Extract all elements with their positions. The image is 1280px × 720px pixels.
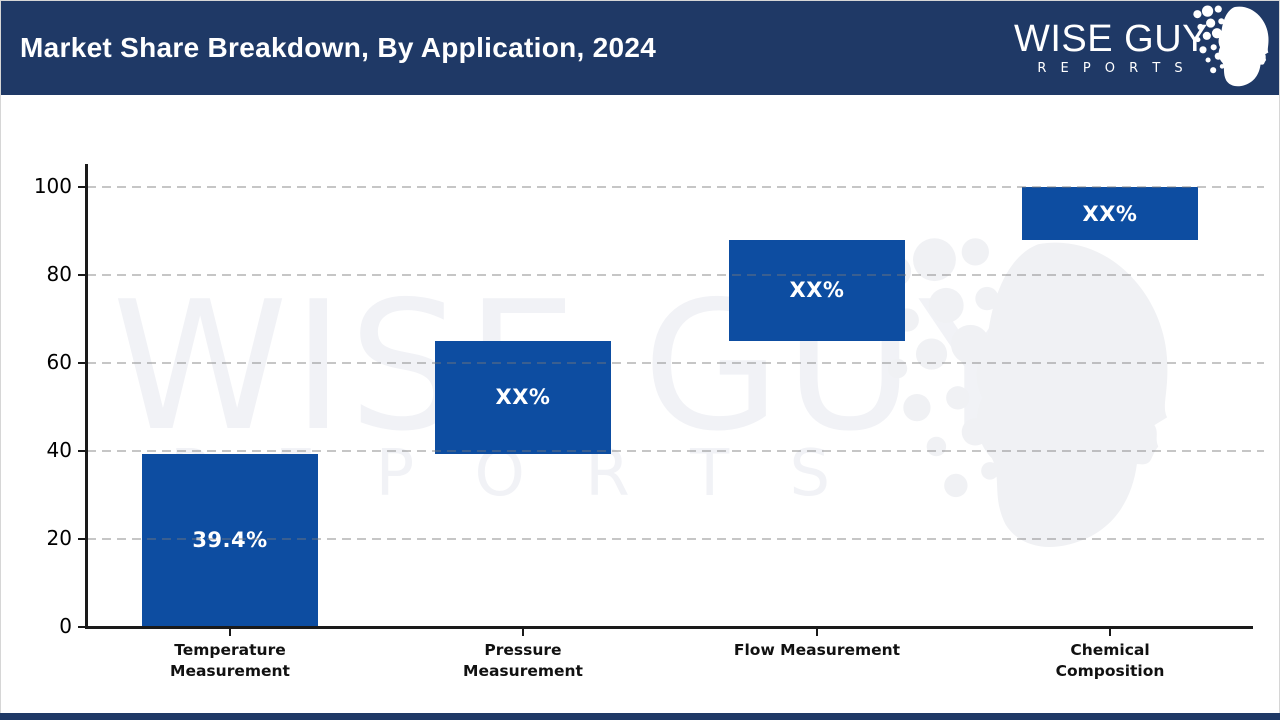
- gridline-80: [87, 274, 1264, 276]
- y-axis-line: [85, 164, 88, 629]
- x-tick-pressure: [522, 629, 524, 636]
- brand-name: WISE GUY: [1013, 17, 1208, 60]
- category-label-temperature-measurement: Temperature Measurement: [170, 641, 290, 681]
- bar-chemical-composition: XX%: [1022, 187, 1198, 241]
- gridline-60: [87, 362, 1264, 364]
- bar-temperature-measurement: 39.4%: [142, 453, 318, 627]
- bar-flow-measurement: XX%: [729, 240, 905, 341]
- bar-value-label: XX%: [495, 385, 551, 410]
- bar-value-label: 39.4%: [192, 528, 268, 553]
- brand-subtitle: R E P O R T S: [1037, 60, 1188, 76]
- gridline-40: [87, 450, 1264, 452]
- header: Market Share Breakdown, By Application, …: [0, 0, 1280, 95]
- wiseguy-face-icon: [1193, 5, 1269, 86]
- x-axis-line: [85, 626, 1253, 629]
- x-tick-flow: [816, 629, 818, 636]
- bar-pressure-measurement: XX%: [435, 340, 611, 454]
- x-tick-temperature: [229, 629, 231, 636]
- footer-bar: [0, 713, 1280, 720]
- gridline-20: [87, 538, 1264, 540]
- watermark-face-icon: [879, 238, 1168, 547]
- category-label-flow-measurement: Flow Measurement: [733, 641, 901, 659]
- category-label-chemical-composition: Chemical Composition: [1055, 641, 1165, 681]
- brand-logo: WISE GUY R E P O R T S: [1014, 5, 1270, 88]
- brand-logo-text: WISE GUY R E P O R T S: [1014, 20, 1208, 76]
- bar-value-label: XX%: [789, 278, 845, 303]
- x-tick-chemical: [1109, 629, 1111, 636]
- bar-value-label: XX%: [1082, 201, 1138, 226]
- gridline-100: [87, 186, 1264, 188]
- page-title: Market Share Breakdown, By Application, …: [20, 31, 657, 63]
- category-label-pressure-measurement: Pressure Measurement: [463, 641, 583, 681]
